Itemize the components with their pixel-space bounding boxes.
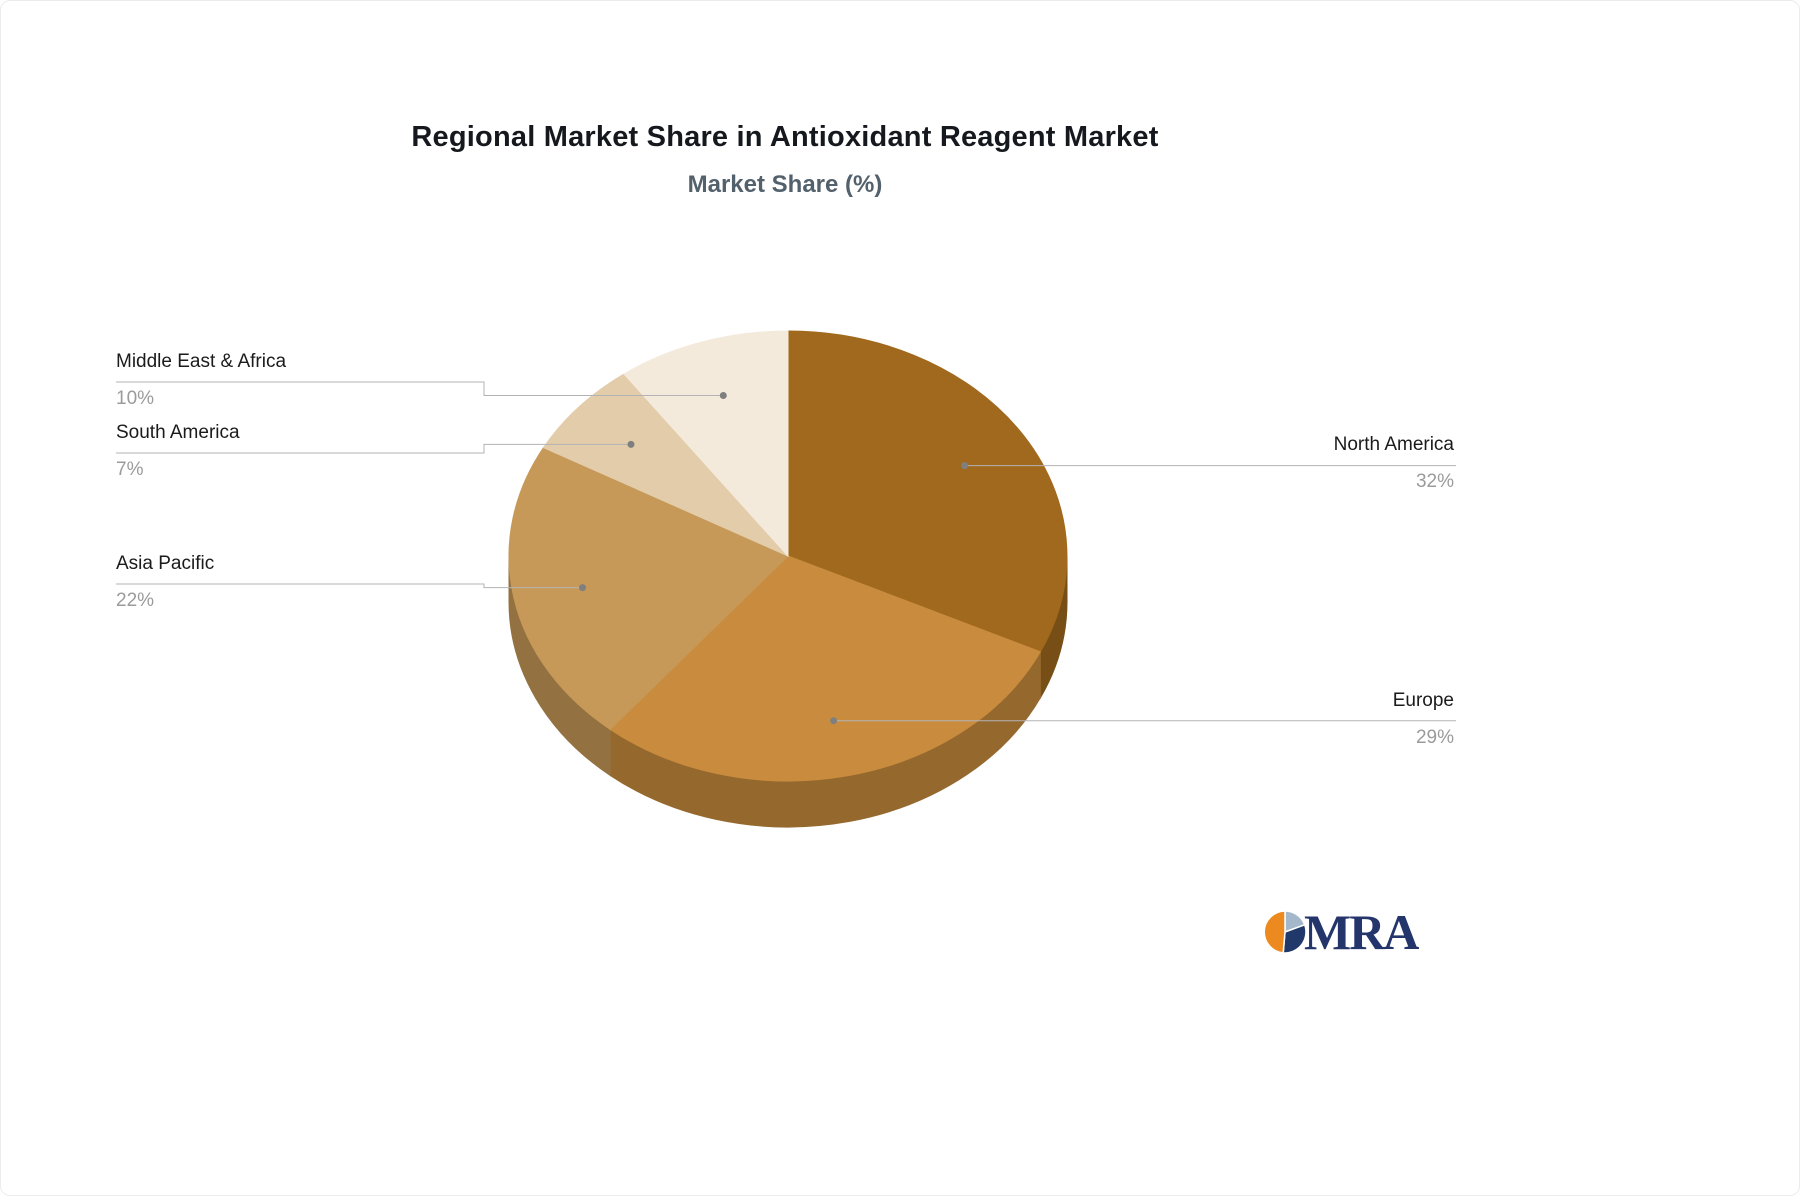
label-middle-east-africa-name: Middle East & Africa xyxy=(116,351,287,372)
label-south-america-value: 7% xyxy=(116,459,144,480)
label-europe-value: 29% xyxy=(1415,727,1454,748)
pie-slice-south-america[interactable] xyxy=(542,373,789,557)
label-europe-name: Europe xyxy=(1392,690,1454,711)
label-north-america: North America 32% xyxy=(1334,434,1454,493)
label-south-america: South America 7% xyxy=(116,422,240,481)
leader-dot-south-america xyxy=(627,440,635,448)
label-asia-pacific-name: Asia Pacific xyxy=(116,553,215,574)
pie-slice-asia-pacific[interactable] xyxy=(508,446,789,731)
pie-slice-north-america[interactable] xyxy=(787,330,1068,653)
label-north-america-value: 32% xyxy=(1415,471,1454,492)
label-asia-pacific: Asia Pacific 22% xyxy=(116,553,214,612)
label-europe: Europe 29% xyxy=(1393,690,1454,749)
leader-dot-north-america xyxy=(961,462,969,470)
leader-line-middle-east-africa xyxy=(116,381,724,396)
leader-line-south-america xyxy=(116,443,631,454)
leader-dot-asia-pacific xyxy=(579,584,586,592)
label-south-america-name: South America xyxy=(116,422,240,443)
pie-slice-europe[interactable] xyxy=(609,555,1042,782)
label-middle-east-africa-value: 10% xyxy=(116,388,155,409)
chart-subtitle: Market Share (%) xyxy=(687,171,883,198)
pie-slice-middle-east-africa[interactable] xyxy=(623,330,789,558)
label-middle-east-africa: Middle East & Africa 10% xyxy=(116,351,286,410)
leader-dot-middle-east-africa xyxy=(719,392,727,399)
label-asia-pacific-value: 22% xyxy=(116,590,155,611)
leader-dot-europe xyxy=(830,717,838,725)
label-north-america-name: North America xyxy=(1333,434,1454,455)
chart-title: Regional Market Share in Antioxidant Rea… xyxy=(411,121,1159,153)
leader-line-asia-pacific xyxy=(116,583,583,589)
